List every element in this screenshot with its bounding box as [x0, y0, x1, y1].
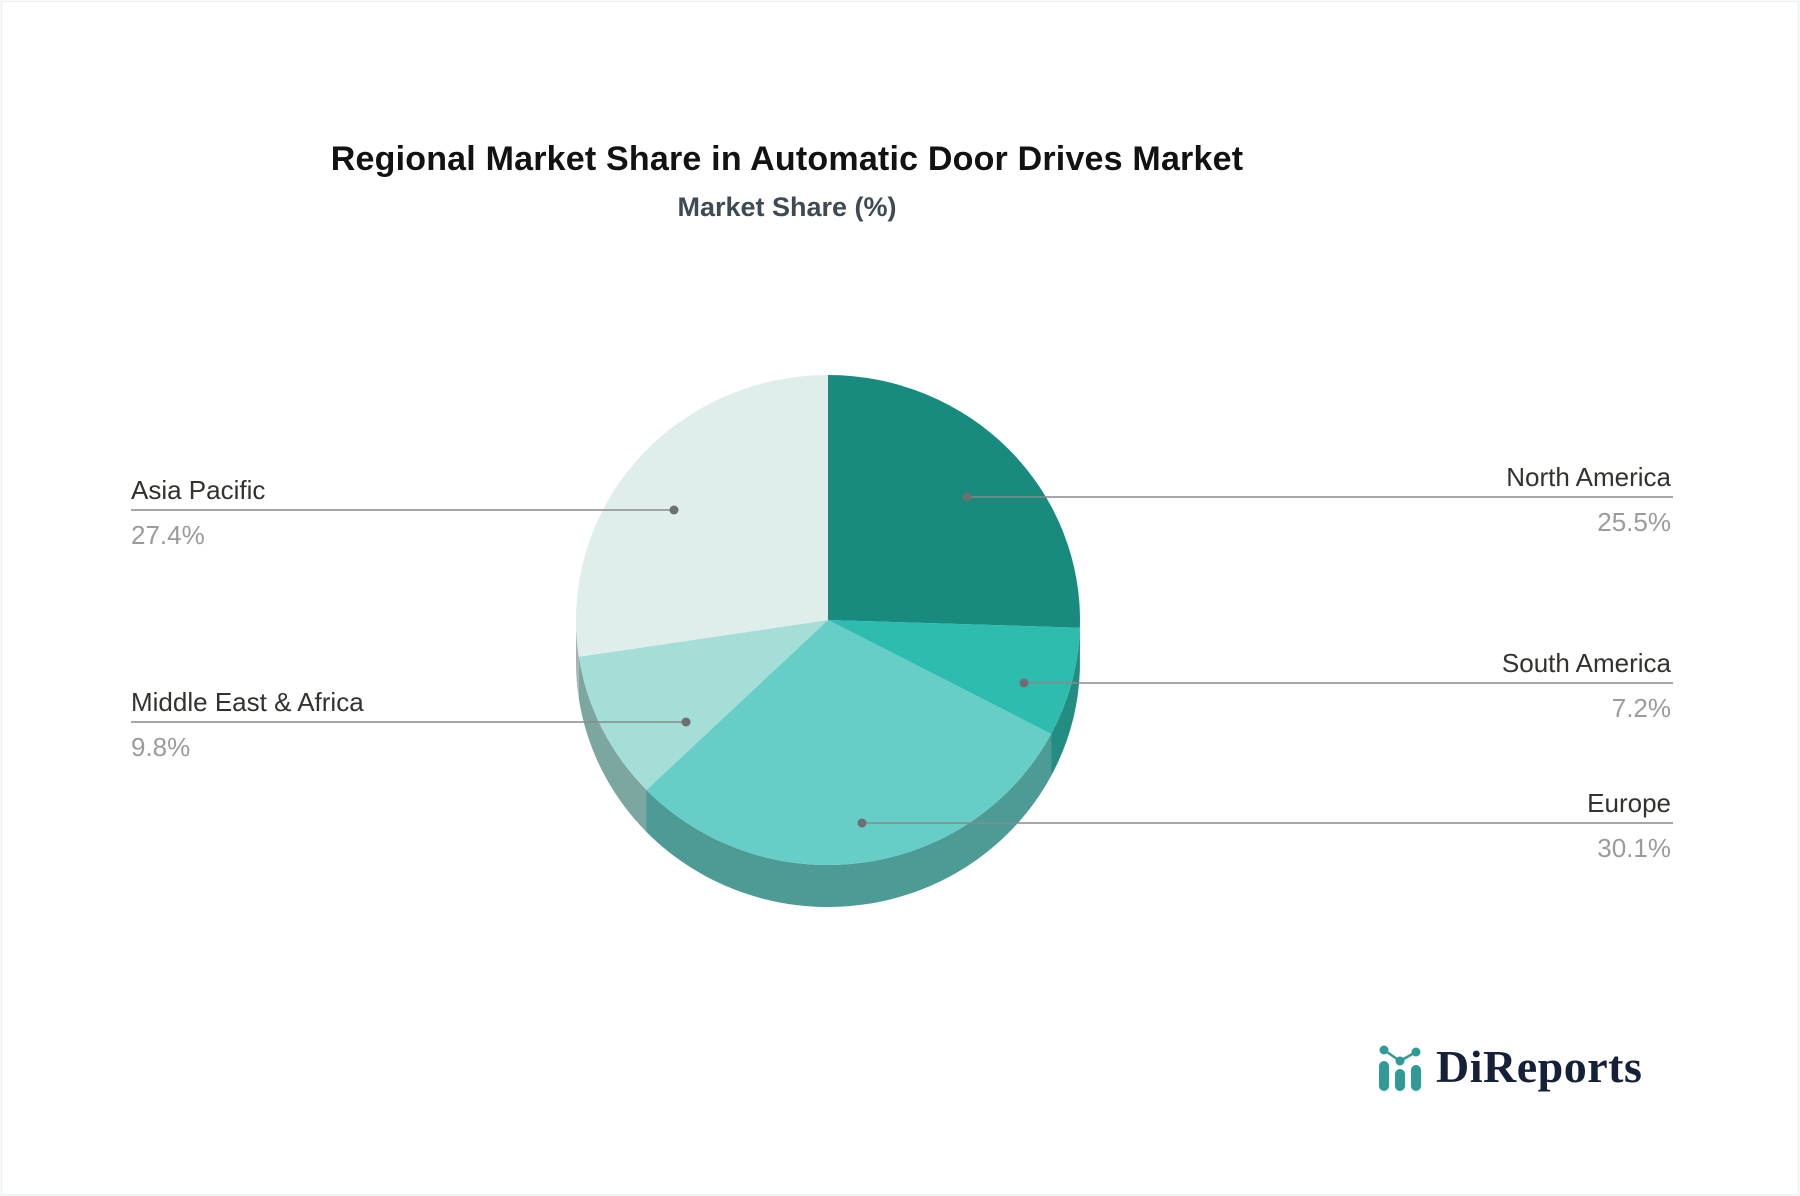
slice-label-middle-east-africa: Middle East & Africa 9.8% — [131, 685, 551, 764]
icon-dot — [1411, 1047, 1421, 1056]
label-name: South America — [1501, 648, 1671, 678]
leader-dot-south-america — [1019, 678, 1029, 688]
label-name: Europe — [1587, 788, 1671, 818]
label-value: 25.5% — [1597, 507, 1671, 537]
brand-logo: DiReports — [1377, 1040, 1642, 1093]
pie-slice-south-america[interactable] — [828, 620, 1080, 734]
icon-dot — [1379, 1045, 1389, 1054]
pie-rim-south-america — [1051, 627, 1080, 776]
slice-label-north-america: North America 25.5% — [1251, 460, 1671, 539]
leader-dot-middle-east-africa — [681, 717, 691, 727]
label-value: 9.8% — [131, 732, 191, 762]
label-value: 27.4% — [131, 520, 205, 550]
icon-bar — [1395, 1068, 1405, 1091]
pie-slice-europe[interactable] — [646, 620, 1052, 866]
pie-rim-europe — [646, 733, 1052, 907]
label-value: 30.1% — [1597, 833, 1671, 863]
chart-title: Regional Market Share in Automatic Door … — [330, 140, 1244, 178]
pie-slice-middle-east-africa[interactable] — [578, 620, 828, 790]
label-name: Middle East & Africa — [131, 687, 364, 717]
label-value: 7.2% — [1611, 693, 1671, 723]
icon-bar — [1379, 1060, 1389, 1091]
slice-label-asia-pacific: Asia Pacific 27.4% — [131, 473, 551, 552]
pie-rim-middle-east-africa — [578, 656, 647, 832]
leader-dot-asia-pacific — [669, 505, 679, 515]
label-name: Asia Pacific — [131, 475, 266, 505]
label-name: North America — [1506, 462, 1671, 492]
pie-rim-asia-pacific — [576, 620, 579, 699]
slice-label-south-america: South America 7.2% — [1251, 646, 1671, 725]
pie-slice-north-america[interactable] — [828, 375, 1080, 628]
leader-dot-europe — [857, 818, 867, 828]
pie-slice-asia-pacific[interactable] — [575, 375, 828, 657]
brand-name: DiReports — [1436, 1041, 1643, 1092]
bar-line-chart-icon — [1379, 1045, 1421, 1091]
chart-subtitle: Market Share (%) — [677, 192, 897, 222]
leader-dot-north-america — [962, 492, 972, 502]
icon-bar — [1411, 1064, 1421, 1091]
slice-label-europe: Europe 30.1% — [1251, 786, 1671, 865]
icon-dot — [1395, 1056, 1405, 1065]
